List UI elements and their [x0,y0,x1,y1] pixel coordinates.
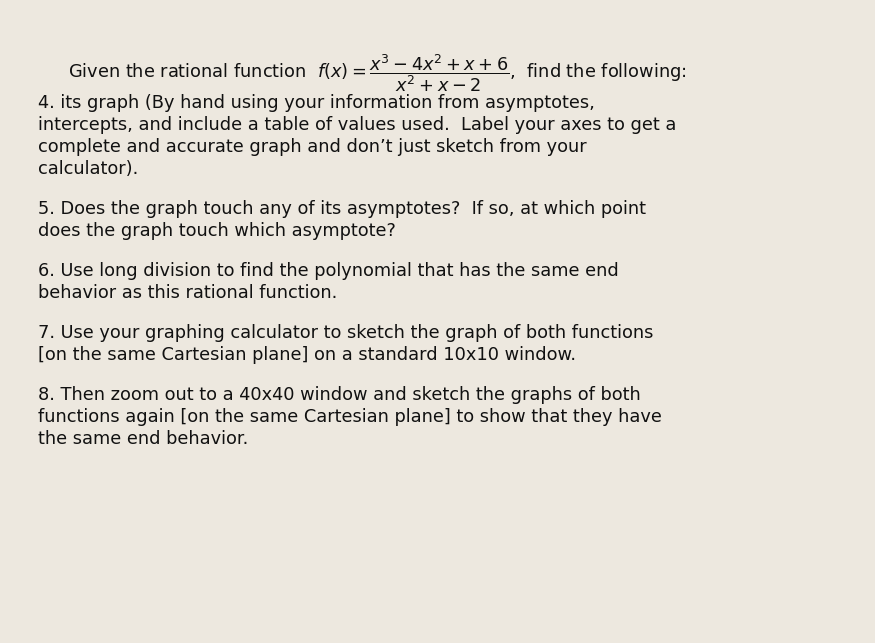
Text: behavior as this rational function.: behavior as this rational function. [38,284,337,302]
Text: calculator).: calculator). [38,160,138,178]
Text: [on the same Cartesian plane] on a standard 10x10 window.: [on the same Cartesian plane] on a stand… [38,346,576,364]
Text: Given the rational function  $f(x) = \dfrac{x^3 - 4x^2 + x + 6}{x^2 + x - 2}$,  : Given the rational function $f(x) = \dfr… [68,52,687,94]
Text: 8. Then zoom out to a 40x40 window and sketch the graphs of both: 8. Then zoom out to a 40x40 window and s… [38,386,640,404]
Text: functions again [on the same Cartesian plane] to show that they have: functions again [on the same Cartesian p… [38,408,662,426]
Text: 7. Use your graphing calculator to sketch the graph of both functions: 7. Use your graphing calculator to sketc… [38,324,654,342]
Text: the same end behavior.: the same end behavior. [38,430,248,448]
Text: 6. Use long division to find the polynomial that has the same end: 6. Use long division to find the polynom… [38,262,619,280]
Text: does the graph touch which asymptote?: does the graph touch which asymptote? [38,222,396,240]
Text: 5. Does the graph touch any of its asymptotes?  If so, at which point: 5. Does the graph touch any of its asymp… [38,200,646,218]
Text: 4. its graph (By hand using your information from asymptotes,: 4. its graph (By hand using your informa… [38,94,595,112]
Text: intercepts, and include a table of values used.  Label your axes to get a: intercepts, and include a table of value… [38,116,676,134]
Text: complete and accurate graph and don’t just sketch from your: complete and accurate graph and don’t ju… [38,138,586,156]
